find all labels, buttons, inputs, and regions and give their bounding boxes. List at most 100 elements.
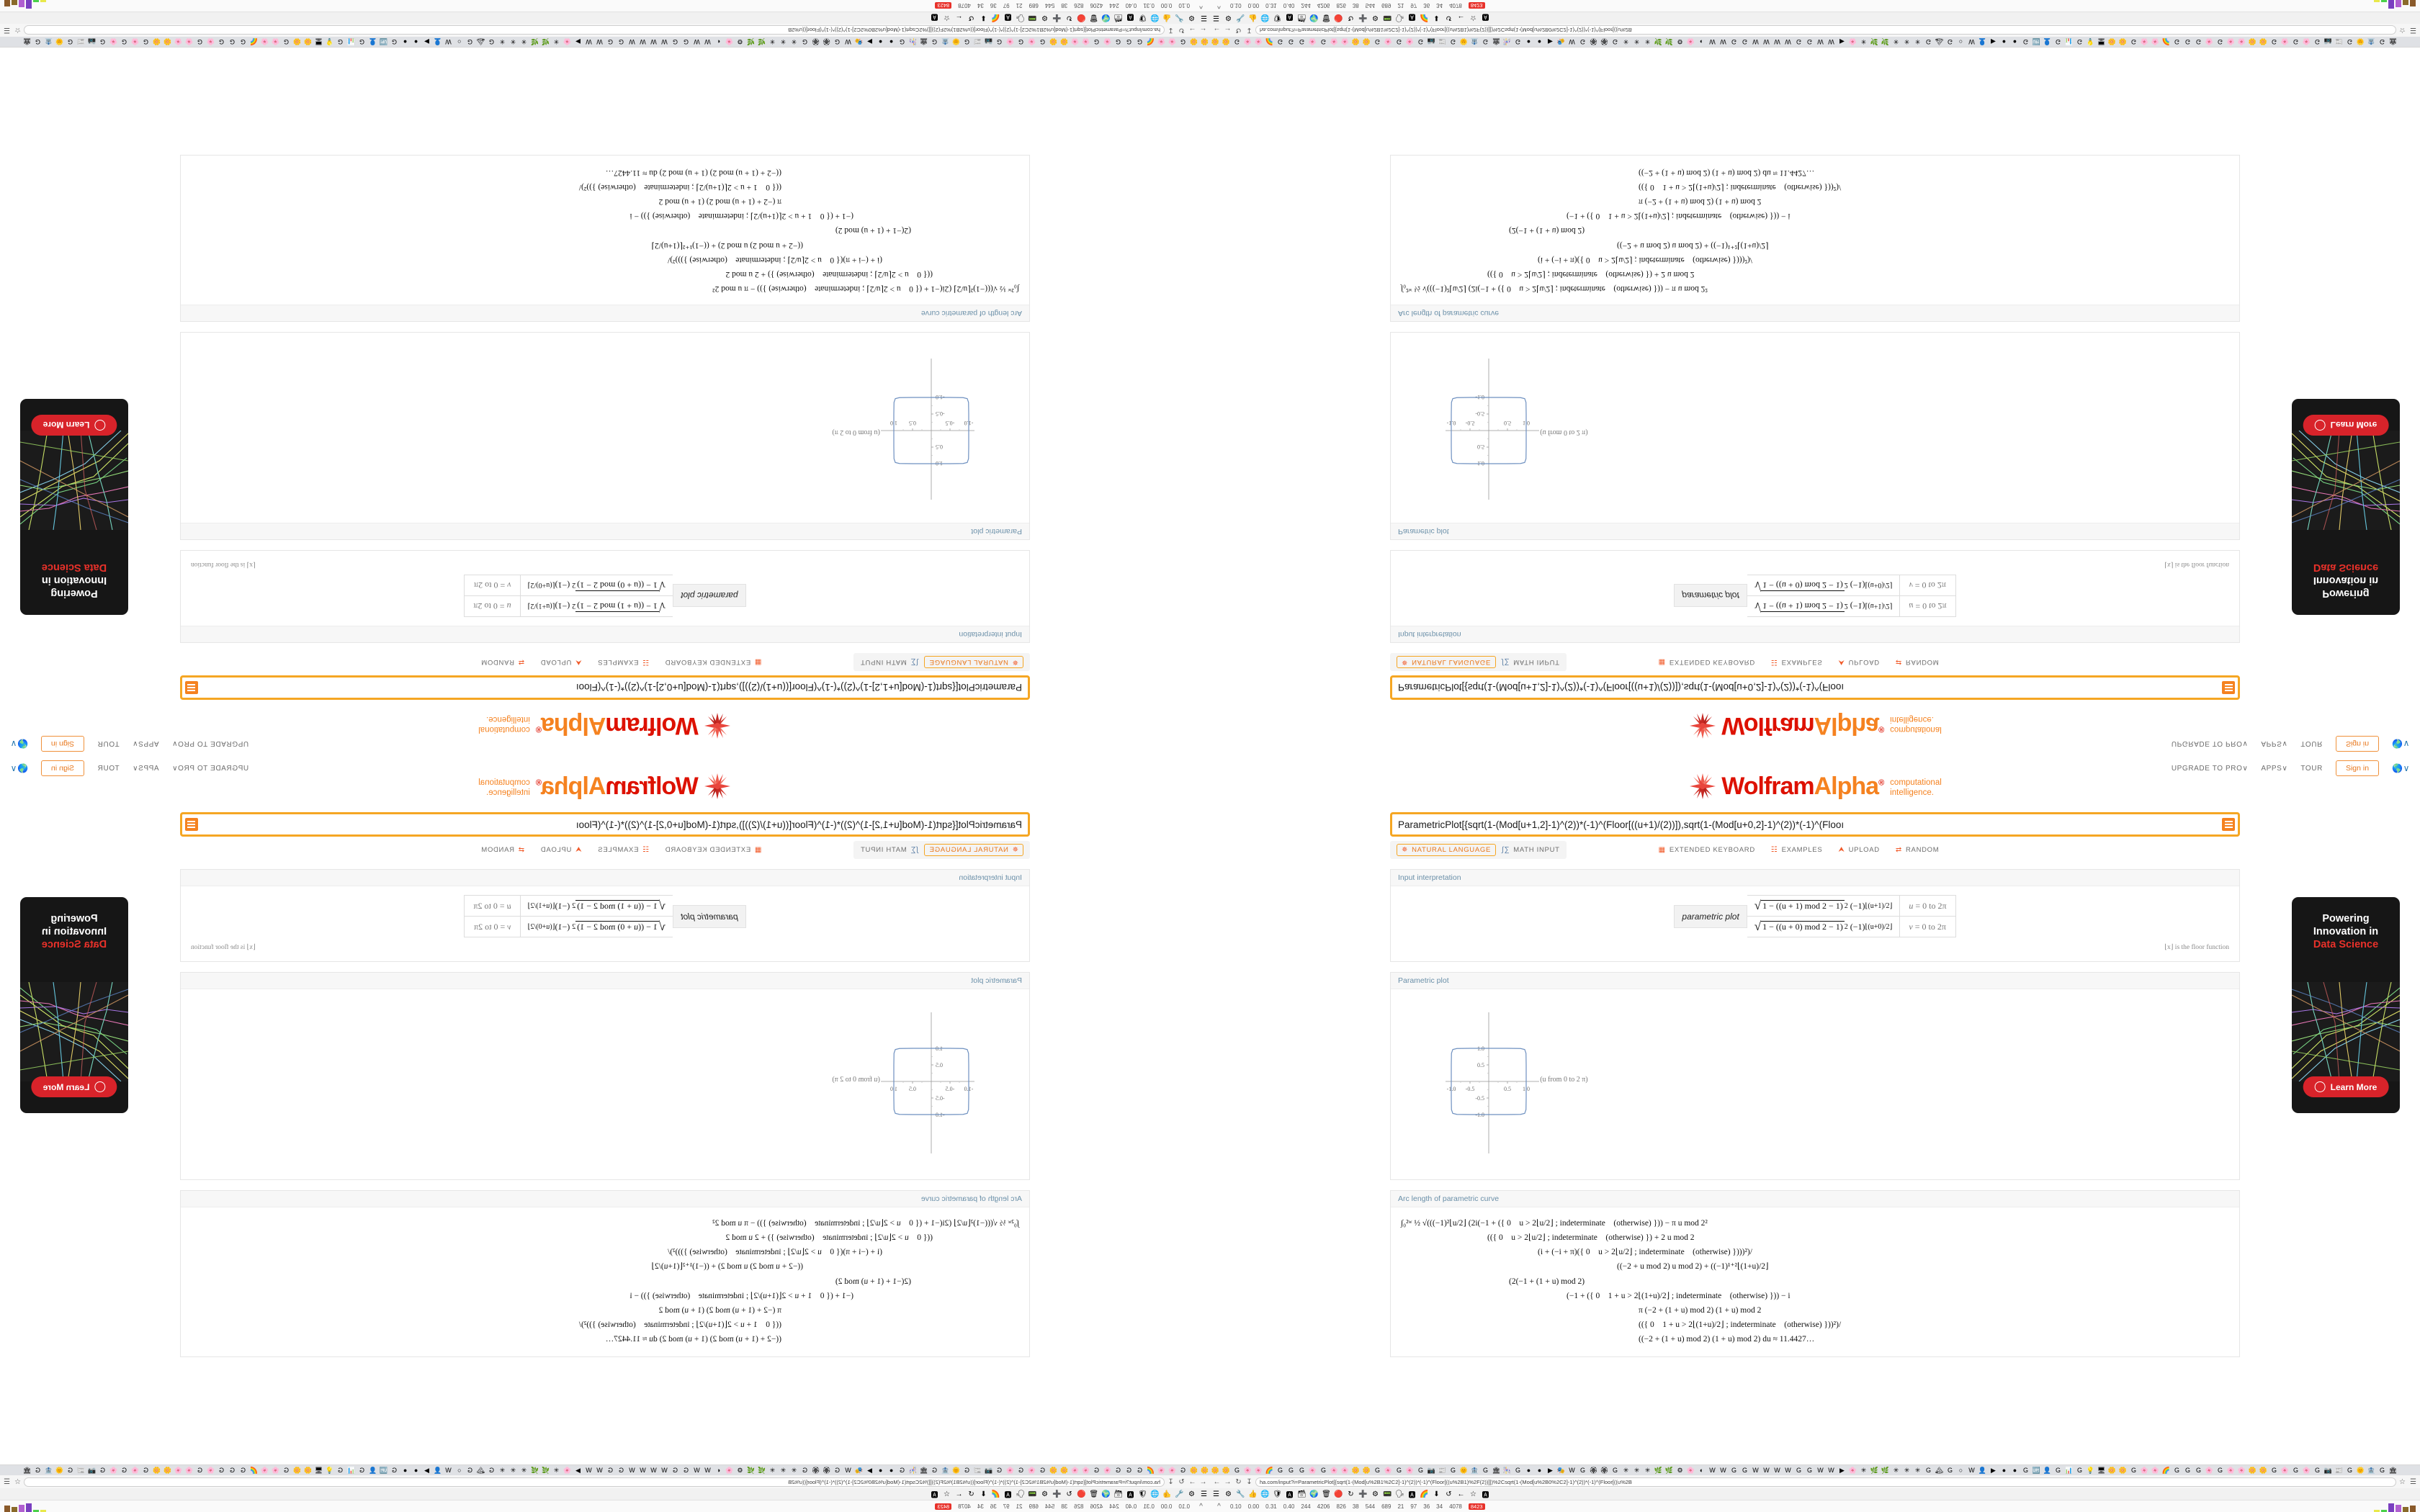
learn-more-button[interactable]: Learn More: [31, 1076, 117, 1097]
browser-tab[interactable]: G: [2130, 38, 2136, 46]
extension-icon[interactable]: ↻: [1066, 14, 1072, 22]
browser-tab[interactable]: 🌼: [1200, 1466, 1209, 1474]
nav-upgrade-to-pro[interactable]: UPGRADE TO PRO∨: [171, 739, 249, 748]
extension-icon[interactable]: 👍: [1162, 14, 1172, 22]
browser-tab[interactable]: W: [1709, 38, 1716, 46]
extension-icon[interactable]: ⬇: [1433, 1490, 1440, 1498]
menu-hamburger-icon[interactable]: ☰: [4, 1477, 10, 1486]
browser-tab[interactable]: 🌸: [725, 1466, 734, 1474]
browser-tab[interactable]: W: [1709, 1466, 1716, 1474]
menu-hamburger-icon[interactable]: ☰: [2410, 26, 2416, 35]
browser-tab[interactable]: ✳: [1893, 38, 1899, 46]
examples-button[interactable]: ☷ EXAMPLES: [1770, 658, 1823, 666]
browser-extensions-row[interactable]: ☰ ⚙ 🔧 👍 🌐 🛡 🅰 🗃 🌍 🗑 🔴 ↻ ➕ ⚙ 📟 🗣 🅰 🌈 ⬇ ↺ ← ☆ 🅰: [1210, 12, 2420, 24]
browser-tab[interactable]: ●: [403, 1466, 408, 1474]
browser-tab[interactable]: G: [1731, 38, 1736, 46]
browser-tab[interactable]: G: [1116, 38, 1121, 46]
extension-icon[interactable]: ➕: [1052, 14, 1062, 22]
browser-tab[interactable]: G: [1094, 1466, 1100, 1474]
extension-icon[interactable]: 🅰: [1408, 12, 1416, 21]
browser-tab[interactable]: G: [68, 38, 73, 46]
browser-tab[interactable]: 🌸: [1330, 38, 1339, 46]
browser-tab[interactable]: 🌿: [1654, 1466, 1663, 1474]
extension-icon[interactable]: 🌈: [991, 1490, 1000, 1498]
browser-tab[interactable]: 🌞: [951, 38, 961, 46]
browser-tab[interactable]: 🌸: [2280, 1466, 2290, 1474]
browser-tab[interactable]: G: [1374, 38, 1380, 46]
extension-icon[interactable]: 🗑: [1322, 1490, 1331, 1498]
extension-icon[interactable]: 🗑: [1089, 1490, 1098, 1498]
extension-icon[interactable]: ⚙: [1372, 1490, 1379, 1498]
browser-tab[interactable]: 🎠: [908, 1466, 918, 1474]
browser-tab[interactable]: 🖥: [314, 38, 323, 46]
browser-tab[interactable]: G: [241, 1466, 246, 1474]
browser-tab[interactable]: W: [1763, 38, 1770, 46]
ad-card[interactable]: Powering Innovation in Data Science: [2292, 399, 2400, 615]
browser-tab[interactable]: 🌸: [1340, 1466, 1350, 1474]
browser-tab[interactable]: G: [997, 38, 1003, 46]
browser-tab[interactable]: G: [230, 38, 236, 46]
browser-tab[interactable]: 🌼: [2118, 38, 2128, 46]
browser-tab[interactable]: 🌸: [130, 38, 140, 46]
browser-tab[interactable]: ▶: [1991, 38, 1996, 46]
browser-tab[interactable]: 🏵: [822, 1466, 831, 1474]
nav-upgrade-to-pro[interactable]: UPGRADE TO PRO∨: [2171, 764, 2249, 773]
browser-tab[interactable]: 🌸: [1103, 1466, 1112, 1474]
menu-hamburger-icon[interactable]: ☰: [2410, 1477, 2416, 1486]
extension-icon[interactable]: 🔧: [1236, 14, 1245, 22]
extension-icon[interactable]: 🌍: [1309, 14, 1319, 22]
browser-tab[interactable]: G: [1116, 1466, 1121, 1474]
browser-tab[interactable]: W: [661, 1466, 668, 1474]
browser-tab[interactable]: 🌼: [152, 1466, 161, 1474]
browser-tab[interactable]: 🏵: [1600, 38, 1609, 46]
browser-tab[interactable]: G: [2347, 38, 2352, 46]
browser-tab[interactable]: ✳: [1644, 1466, 1651, 1474]
browser-tab[interactable]: ▶: [867, 1466, 872, 1474]
browser-tab[interactable]: G: [1417, 38, 1423, 46]
extension-icon[interactable]: 🗣: [1395, 14, 1404, 22]
browser-tab[interactable]: ⚙: [1677, 1466, 1683, 1474]
browser-tab[interactable]: 🌿: [1654, 38, 1663, 46]
browser-tab[interactable]: 🌼: [1049, 38, 1058, 46]
random-button[interactable]: ⇄ RANDOM: [480, 658, 525, 666]
back-arrow-icon[interactable]: ←: [1199, 1477, 1207, 1486]
extension-icon[interactable]: ⚙: [1225, 1490, 1232, 1498]
extension-icon[interactable]: ☰: [1201, 1490, 1207, 1498]
nav-apps[interactable]: APPS∨: [132, 764, 159, 773]
browser-tab[interactable]: 🌸: [1157, 1466, 1166, 1474]
browser-tab[interactable]: 🌸: [563, 38, 572, 46]
collapse-caret-icon[interactable]: ^: [1217, 1503, 1221, 1511]
browser-tab[interactable]: 🌼: [2107, 1466, 2117, 1474]
browser-tab[interactable]: 🌸: [184, 38, 194, 46]
browser-tab[interactable]: 🌼: [1211, 38, 1220, 46]
nav-tour[interactable]: TOUR: [2300, 739, 2323, 748]
browser-tab[interactable]: G: [1925, 38, 1931, 46]
browser-tab[interactable]: ▶: [424, 38, 429, 46]
browser-tab[interactable]: G: [359, 38, 365, 46]
browser-tab[interactable]: 🆙: [2032, 1466, 2041, 1474]
browser-tab[interactable]: 🌸: [1103, 38, 1112, 46]
browser-tab[interactable]: W: [1752, 1466, 1759, 1474]
sign-in-button[interactable]: Sign in: [2335, 760, 2380, 776]
browser-tab[interactable]: G: [2217, 38, 2223, 46]
browser-tab[interactable]: G: [2271, 38, 2277, 46]
browser-tab[interactable]: G: [684, 38, 689, 46]
random-button[interactable]: ⇄ RANDOM: [1895, 846, 1940, 854]
browser-tab[interactable]: ✳: [510, 1466, 516, 1474]
browser-tab[interactable]: 🌸: [174, 1466, 183, 1474]
extension-icon[interactable]: 🌈: [991, 14, 1000, 22]
browser-tab[interactable]: G: [219, 38, 225, 46]
extension-icon[interactable]: 🅰: [1286, 1491, 1294, 1500]
browser-tab[interactable]: W: [1968, 38, 1975, 46]
browser-tab[interactable]: 🌸: [271, 1466, 280, 1474]
extension-icon[interactable]: ☆: [1470, 14, 1476, 22]
sign-in-button[interactable]: Sign in: [2335, 736, 2380, 752]
browser-tab[interactable]: W: [694, 38, 700, 46]
browser-tab[interactable]: 🎠: [1502, 38, 1512, 46]
browser-tab[interactable]: 🌸: [1243, 1466, 1252, 1474]
browser-tab[interactable]: G: [835, 1466, 841, 1474]
browser-tab[interactable]: G: [835, 38, 841, 46]
browser-tab[interactable]: G: [1234, 38, 1240, 46]
extension-icon[interactable]: 🌈: [1420, 1490, 1429, 1498]
browser-tab[interactable]: G: [619, 1466, 624, 1474]
